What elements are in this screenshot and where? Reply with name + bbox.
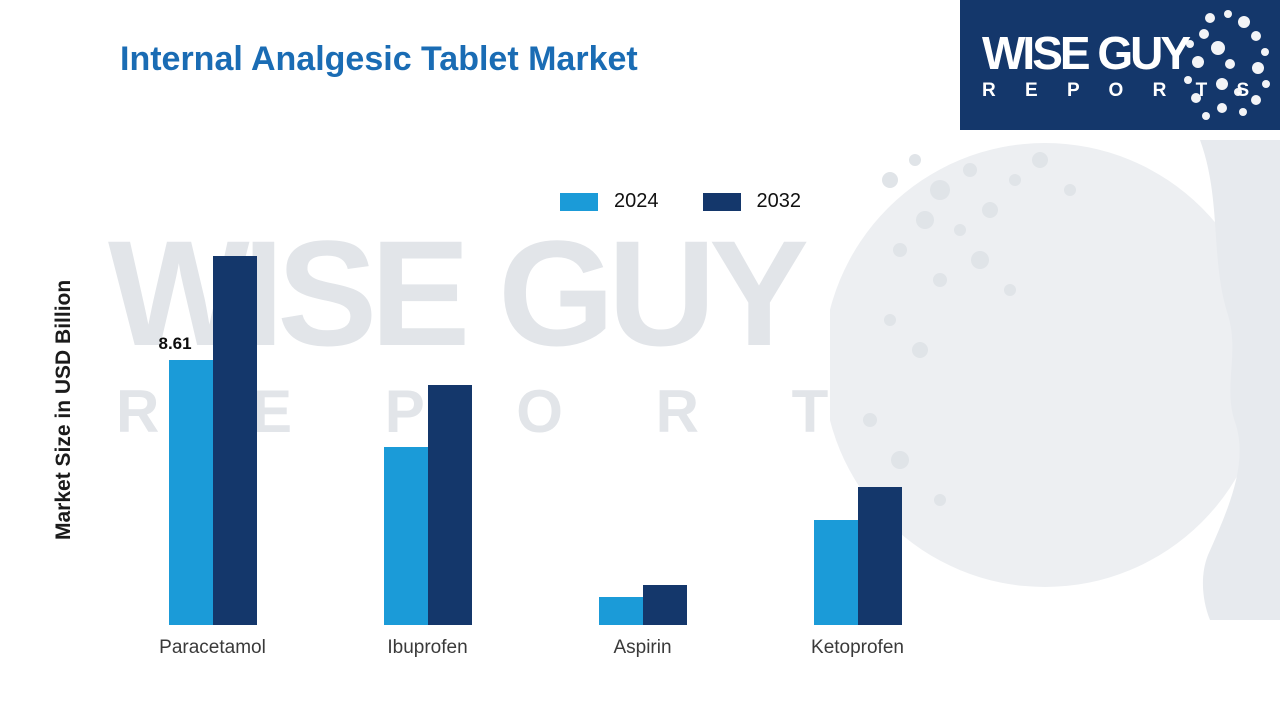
bar-2032-aspirin xyxy=(642,585,687,625)
plot-area: 8.61 Paracetamol Ibuprofen Aspirin Ketoprofe… xyxy=(105,225,965,658)
bar-2032-paracetamol xyxy=(212,256,257,625)
page-title: Internal Analgesic Tablet Market xyxy=(120,40,638,78)
category-label-paracetamol: Paracetamol xyxy=(159,637,266,658)
logo-block: WISE GUY R E P O R T S xyxy=(960,0,1280,130)
bar-2032-ibuprofen xyxy=(427,385,472,625)
bar-pair xyxy=(813,487,902,625)
watermark-reports: R E P O R T S xyxy=(116,378,999,445)
logo-dotted-face-icon xyxy=(960,0,1280,130)
bar-group-aspirin: Aspirin xyxy=(535,225,750,658)
bar-2024-aspirin xyxy=(598,597,643,625)
bar-pair xyxy=(598,585,687,625)
category-label-ketoprofen: Ketoprofen xyxy=(811,637,904,658)
bar-value-label: 8.61 xyxy=(158,334,192,353)
chart-legend: 2024 2032 xyxy=(560,190,801,213)
legend-item-2024: 2024 xyxy=(560,190,659,213)
legend-item-2032: 2032 xyxy=(702,190,802,213)
bar-group-ketoprofen: Ketoprofen xyxy=(750,225,965,658)
bar-2032-ketoprofen xyxy=(857,487,902,625)
logo-text: WISE GUY R E P O R T S xyxy=(982,30,1261,102)
category-label-aspirin: Aspirin xyxy=(613,637,672,658)
bar-group-paracetamol: 8.61 Paracetamol xyxy=(105,225,320,658)
logo-wordmark: WISE GUY xyxy=(982,27,1191,79)
y-axis-label: Market Size in USD Billion xyxy=(52,279,75,541)
legend-label: 2024 xyxy=(614,190,659,212)
legend-swatch-2024 xyxy=(560,192,598,211)
legend-swatch-2032 xyxy=(702,192,741,211)
legend-label: 2032 xyxy=(756,190,802,212)
bar-group-ibuprofen: Ibuprofen xyxy=(320,225,535,658)
bar-pair xyxy=(383,385,472,625)
logo-reports-text: R E P O R T S xyxy=(982,80,1262,101)
bar-2024-ibuprofen xyxy=(383,447,428,625)
bar-2024-ketoprofen xyxy=(813,520,858,625)
category-label-ibuprofen: Ibuprofen xyxy=(387,637,468,658)
dotted-face-watermark-icon xyxy=(823,120,1280,655)
bar-pair: 8.61 xyxy=(159,256,257,625)
bar-2024-paracetamol: 8.61 xyxy=(159,334,213,625)
